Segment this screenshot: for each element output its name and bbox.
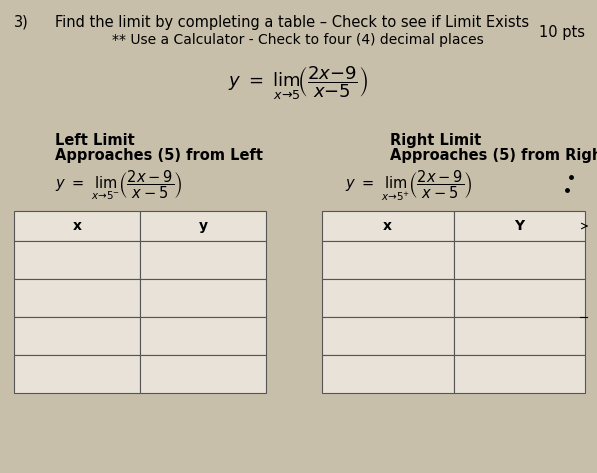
Text: $y \ = \ \lim_{x \to 5^-} \!\left(\dfrac{2x - 9}{x - 5}\right)$: $y \ = \ \lim_{x \to 5^-} \!\left(\dfrac… [55, 168, 183, 202]
Bar [14, 355, 140, 393]
Text: y: y [198, 219, 208, 233]
Bar [454, 317, 585, 355]
Bar [140, 355, 266, 393]
Bar [14, 317, 140, 355]
Bar [454, 279, 585, 317]
Bar [322, 317, 454, 355]
Bar [322, 241, 454, 279]
Bar [14, 241, 140, 279]
Bar [322, 355, 454, 393]
Bar [454, 211, 585, 241]
Text: Left Limit: Left Limit [55, 133, 135, 148]
Text: 10 pts: 10 pts [539, 25, 585, 40]
Bar [140, 211, 266, 241]
Bar [140, 279, 266, 317]
Bar [322, 279, 454, 317]
Text: Right Limit: Right Limit [390, 133, 481, 148]
Bar [140, 317, 266, 355]
Text: x: x [383, 219, 392, 233]
Bar [140, 241, 266, 279]
Bar [454, 241, 585, 279]
Bar [14, 211, 140, 241]
Text: $y \ = \ \lim_{x \to 5} \!\left(\dfrac{2x - 9}{x - 5}\right)$: $y \ = \ \lim_{x \to 5} \!\left(\dfrac{2… [228, 65, 368, 102]
Text: Y: Y [514, 219, 524, 233]
Text: 3): 3) [14, 15, 29, 30]
Bar [14, 279, 140, 317]
Text: Approaches (5) from Left: Approaches (5) from Left [55, 148, 263, 163]
Bar [322, 211, 454, 241]
Bar [454, 355, 585, 393]
Text: $y \ = \ \lim_{x \to 5^+} \!\left(\dfrac{2x - 9}{x - 5}\right)$: $y \ = \ \lim_{x \to 5^+} \!\left(\dfrac… [345, 168, 473, 203]
Text: x: x [72, 219, 82, 233]
Text: ** Use a Calculator - Check to four (4) decimal places: ** Use a Calculator - Check to four (4) … [112, 33, 484, 47]
Text: Approaches (5) from Right: Approaches (5) from Right [390, 148, 597, 163]
Text: Find the limit by completing a table – Check to see if Limit Exists: Find the limit by completing a table – C… [55, 15, 529, 30]
